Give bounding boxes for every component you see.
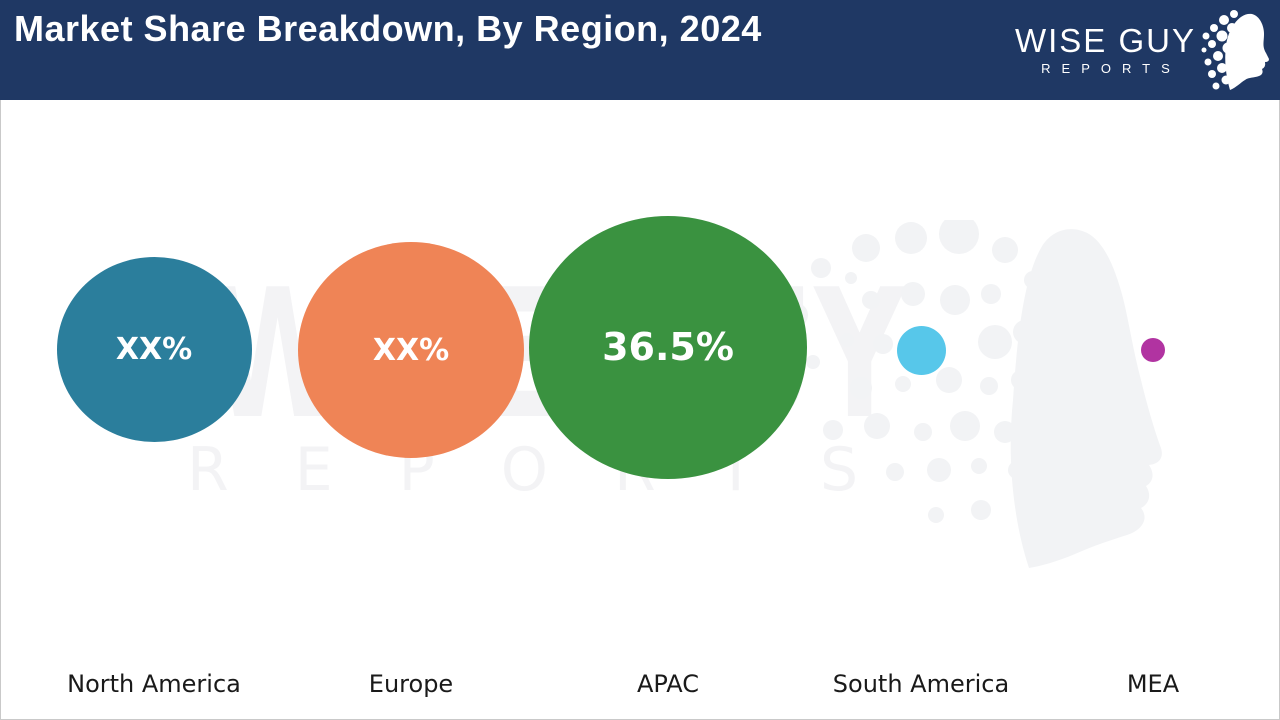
bubble-apac: 36.5%: [529, 215, 807, 479]
bubble-south-america: [896, 325, 946, 375]
bubble-europe: XX%: [298, 242, 524, 458]
chart-area: WISE GUY REPORTS XX% X: [0, 100, 1280, 720]
logo-head-icon: [1201, 10, 1269, 90]
page-title: Market Share Breakdown, By Region, 2024: [14, 8, 762, 49]
bubble-north-america: XX%: [56, 256, 252, 442]
wiseguy-logo: WISE GUY REPORTS: [1015, 4, 1270, 96]
bubble-value-label: 36.5%: [602, 325, 734, 369]
category-label-north-america: North America: [67, 670, 241, 698]
category-label-south-america: South America: [832, 670, 1010, 698]
logo-wordmark-block: WISE GUY REPORTS: [1015, 24, 1196, 76]
category-label-apac: APAC: [636, 670, 700, 698]
category-label-europe: Europe: [368, 670, 454, 698]
bubble-value-label: XX%: [372, 332, 450, 368]
bubble-value-label: XX%: [115, 331, 193, 367]
header-bar: Market Share Breakdown, By Region, 2024 …: [0, 0, 1280, 100]
logo-wordmark: WISE GUY: [1014, 22, 1196, 60]
bubble-mea: [1141, 338, 1165, 362]
category-label-mea: MEA: [1126, 670, 1180, 698]
watermark-head-graphic: [784, 220, 1162, 568]
logo-subtext: REPORTS: [1041, 60, 1181, 76]
